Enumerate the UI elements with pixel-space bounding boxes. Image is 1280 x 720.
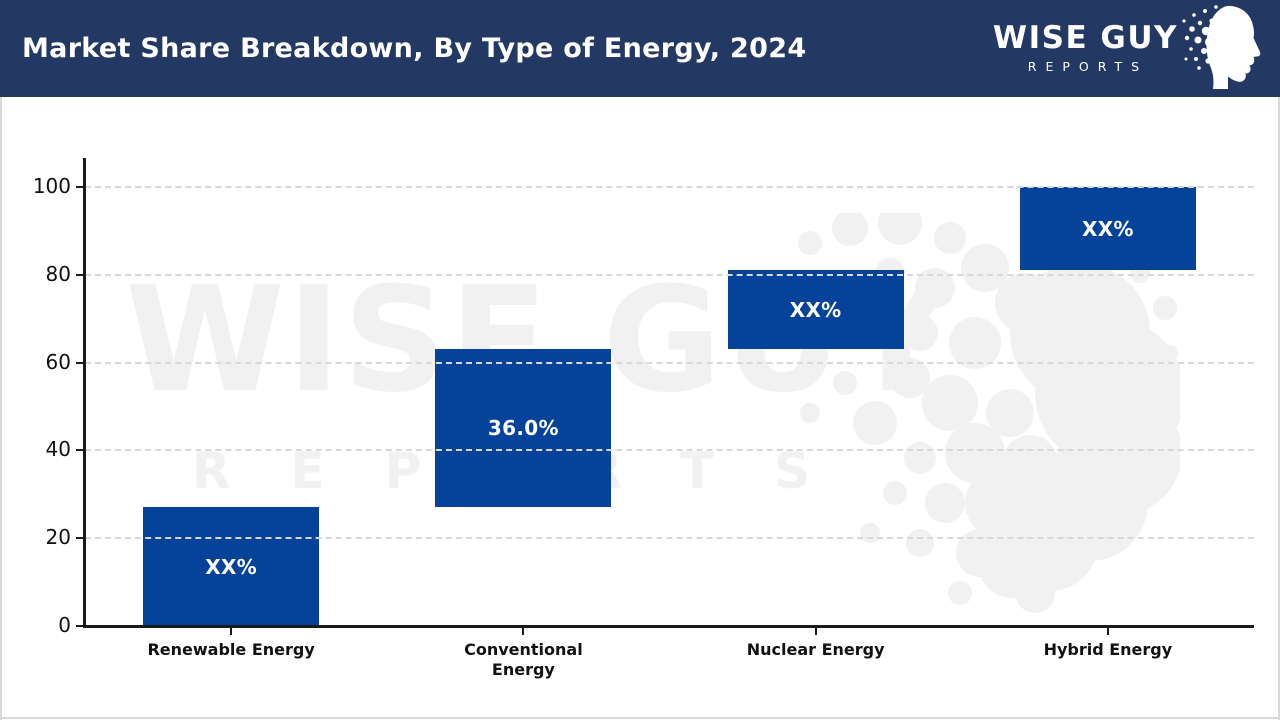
y-tick-20	[76, 537, 84, 540]
x-tick-label-nuclear-energy: Nuclear Energy	[666, 640, 966, 660]
y-tick-60	[76, 361, 84, 364]
gridline-100	[85, 186, 1254, 188]
gridline-20	[85, 537, 1254, 540]
bar-value-label-renewable-energy: XX%	[205, 554, 258, 579]
y-axis-line	[83, 158, 86, 628]
y-tick-40	[76, 449, 84, 452]
y-tick-100	[76, 186, 84, 188]
wiseguy-head-icon	[1180, 3, 1262, 95]
x-axis-line	[83, 625, 1254, 628]
y-tick-label-0: 0	[58, 613, 71, 637]
bar-hybrid-energy: XX%	[1019, 187, 1196, 271]
bar-value-label-hybrid-energy: XX%	[1081, 216, 1134, 241]
y-tick-label-20: 20	[45, 525, 71, 550]
y-tick-80	[76, 273, 84, 276]
bar-renewable-energy: XX%	[143, 507, 320, 626]
x-tick-label-renewable-energy: Renewable Energy	[81, 640, 381, 660]
logo-wordmark-line1: WISE GUY	[992, 20, 1178, 56]
x-tick-label-line: Conventional	[464, 640, 583, 659]
x-tick-label-line: Energy	[491, 660, 555, 679]
watermark-head-icon	[780, 201, 1185, 629]
x-tick-label-line: Nuclear Energy	[746, 640, 885, 659]
bar-conventional-energy: 36.0%	[435, 349, 612, 508]
x-tick-nuclear-energy	[814, 627, 817, 635]
page-title: Market Share Breakdown, By Type of Energ…	[22, 33, 807, 64]
bar-nuclear-energy: XX%	[727, 270, 904, 350]
y-tick-label-60: 60	[45, 349, 71, 374]
wiseguy-logo: WISE GUY REPORTS	[993, 3, 1262, 95]
gridline-60	[85, 361, 1254, 364]
x-tick-label-line: Renewable Energy	[147, 640, 315, 659]
x-tick-renewable-energy	[230, 627, 233, 635]
logo-wordmark: WISE GUY REPORTS	[992, 20, 1178, 75]
panel-right-border	[1278, 97, 1280, 720]
y-tick-label-40: 40	[45, 437, 71, 462]
bar-value-label-nuclear-energy: XX%	[789, 297, 842, 322]
bar-value-label-conventional-energy: 36.0%	[487, 416, 559, 441]
gridline-80	[85, 273, 1254, 276]
panel-bottom-border	[0, 717, 1280, 719]
x-tick-label-conventional-energy: Conventional Energy	[373, 640, 673, 680]
logo-wordmark-line2: REPORTS	[1027, 59, 1149, 74]
x-tick-hybrid-energy	[1106, 627, 1109, 635]
y-tick-label-100: 100	[32, 174, 71, 198]
y-tick-label-80: 80	[45, 261, 71, 286]
panel-left-border	[0, 97, 2, 720]
x-tick-label-line: Hybrid Energy	[1043, 640, 1173, 659]
y-tick-0	[76, 625, 84, 627]
x-tick-label-hybrid-energy: Hybrid Energy	[958, 640, 1258, 660]
gridline-40	[85, 449, 1254, 452]
header: Market Share Breakdown, By Type of Energ…	[0, 0, 1280, 97]
x-tick-conventional-energy	[522, 627, 525, 635]
